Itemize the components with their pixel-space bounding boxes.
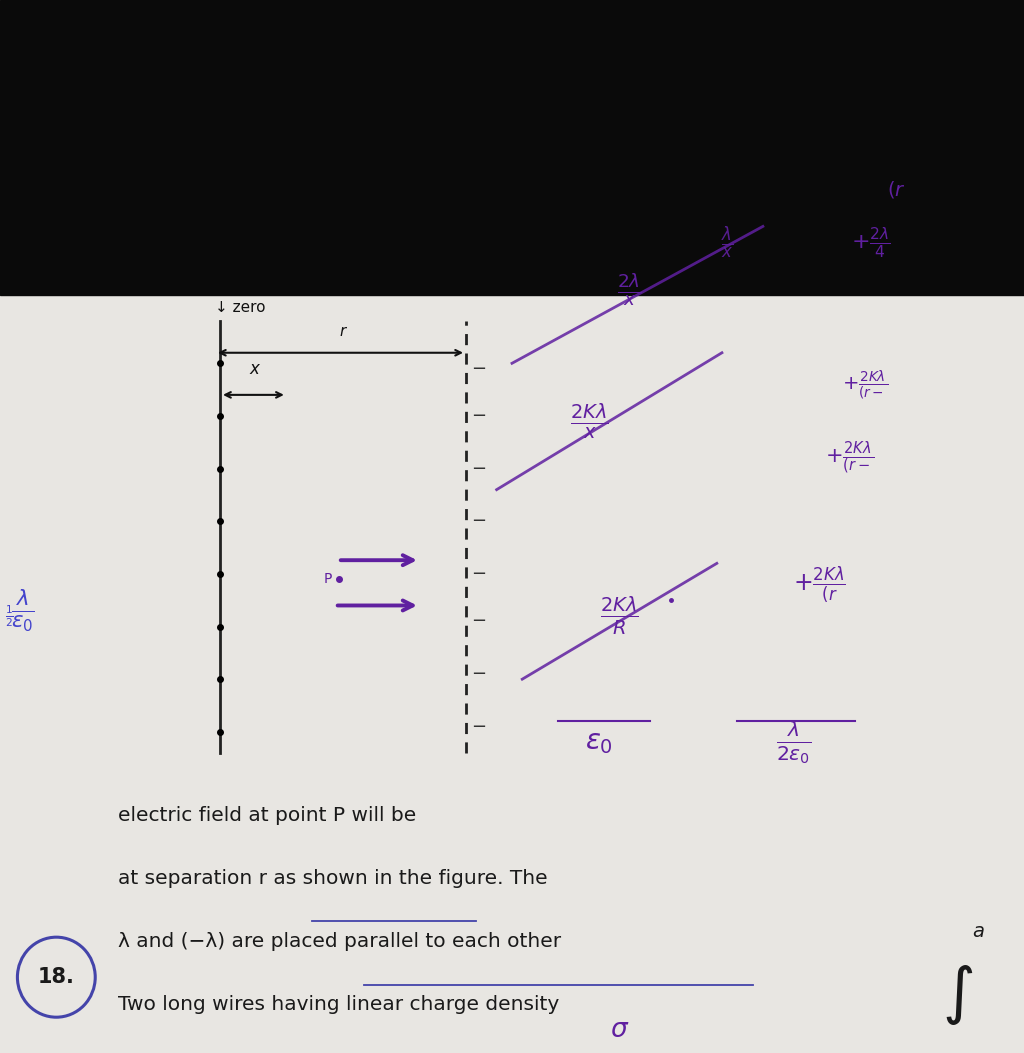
Text: $\frac{2\lambda}{x}$: $\frac{2\lambda}{x}$ [617, 272, 642, 307]
Text: ↓ zero: ↓ zero [215, 300, 266, 315]
Text: $\int$: $\int$ [942, 963, 973, 1027]
Text: $\varepsilon_0$: $\varepsilon_0$ [585, 729, 613, 756]
Text: $(r$: $(r$ [887, 179, 905, 200]
Text: λ and (−λ) are placed parallel to each other: λ and (−λ) are placed parallel to each o… [118, 932, 561, 951]
Text: $\frac{1}{2}$: $\frac{1}{2}$ [5, 603, 14, 629]
Text: −: − [471, 717, 485, 736]
Text: $\frac{\lambda}{2\varepsilon_0}$: $\frac{\lambda}{2\varepsilon_0}$ [776, 719, 811, 766]
Text: $\frac{\lambda}{x}$: $\frac{\lambda}{x}$ [721, 224, 733, 260]
Bar [0, 295, 1024, 1053]
Text: P: P [324, 572, 332, 587]
Bar [0, 0, 1024, 295]
Text: $a$: $a$ [972, 922, 984, 941]
Text: $\frac{\lambda}{\varepsilon_0}$: $\frac{\lambda}{\varepsilon_0}$ [10, 588, 35, 634]
Text: 18.: 18. [38, 968, 75, 987]
Text: Two long wires having linear charge density: Two long wires having linear charge dens… [118, 995, 559, 1014]
Text: r: r [340, 324, 346, 339]
Text: $+\frac{2K\lambda}{(r-}$: $+\frac{2K\lambda}{(r-}$ [825, 439, 874, 477]
Text: −: − [471, 664, 485, 683]
Text: at separation r as shown in the figure. The: at separation r as shown in the figure. … [118, 869, 548, 888]
Text: −: − [471, 612, 485, 631]
Text: $\sigma$: $\sigma$ [610, 1017, 629, 1042]
Text: −: − [471, 564, 485, 583]
Text: $+\frac{2K\lambda}{(r-}$: $+\frac{2K\lambda}{(r-}$ [843, 367, 888, 401]
Text: −: − [471, 512, 485, 531]
Text: electric field at point P will be: electric field at point P will be [118, 806, 416, 824]
Text: −: − [471, 359, 485, 378]
Text: −: − [471, 406, 485, 425]
Text: $+\frac{2\lambda}{4}$: $+\frac{2\lambda}{4}$ [851, 224, 890, 260]
Text: x: x [249, 359, 259, 378]
Text: −: − [471, 459, 485, 478]
Text: $+\frac{2K\lambda}{(r}$: $+\frac{2K\lambda}{(r}$ [793, 564, 846, 604]
Text: $\frac{2K\lambda}{x}$: $\frac{2K\lambda}{x}$ [569, 401, 608, 441]
Text: $\frac{2K\lambda}{R}$: $\frac{2K\lambda}{R}$ [600, 595, 639, 637]
